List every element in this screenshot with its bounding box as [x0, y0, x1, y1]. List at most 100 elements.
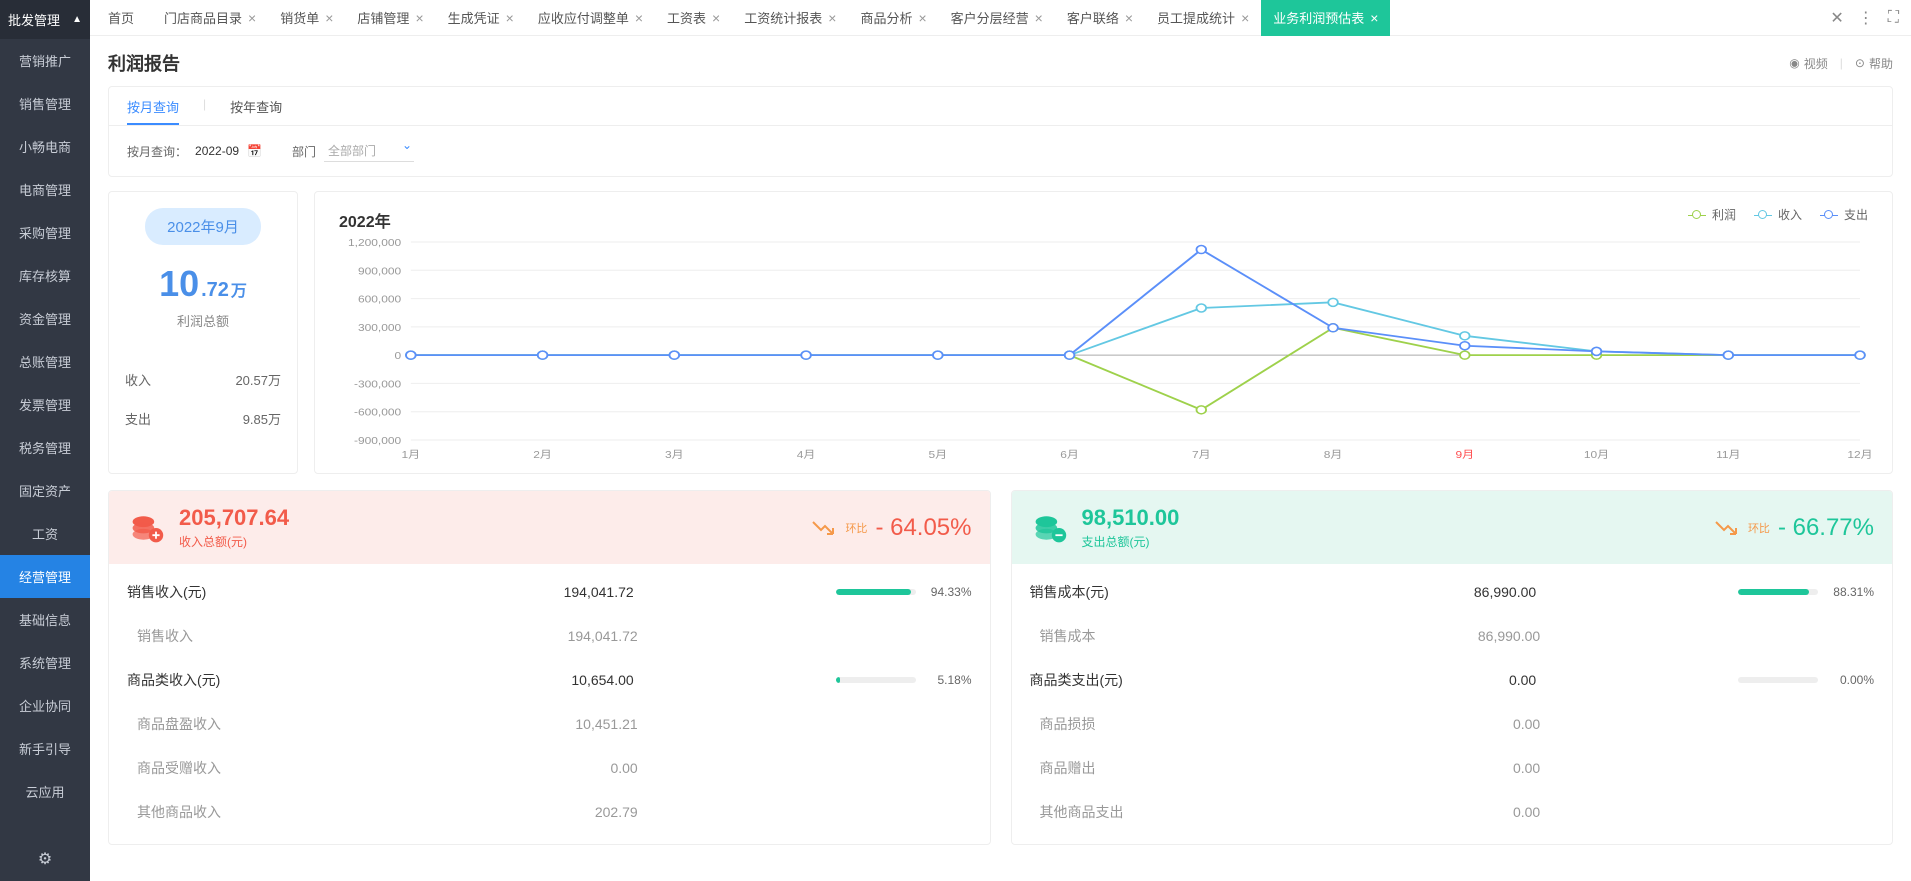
link-video[interactable]: ◉ 视频	[1789, 55, 1828, 72]
summary-row: 收入20.57万	[125, 360, 281, 399]
tab-close-icon[interactable]: ×	[828, 10, 836, 26]
query-month-value[interactable]: 2022-09	[195, 144, 239, 158]
sidebar-item-9[interactable]: 税务管理	[0, 426, 90, 469]
table-row: 商品损损0.00	[1030, 702, 1875, 746]
tab-1[interactable]: 销货单×	[268, 0, 345, 36]
tab-close-icon[interactable]: ×	[1125, 10, 1133, 26]
svg-text:8月: 8月	[1324, 450, 1343, 461]
link-help[interactable]: ⊙ 帮助	[1855, 55, 1893, 72]
chart-title: 2022年	[315, 208, 1872, 232]
table-row: 商品盘盈收入10,451.21	[127, 702, 972, 746]
tab-close-icon[interactable]: ×	[712, 10, 720, 26]
svg-text:11月: 11月	[1716, 450, 1740, 461]
sidebar-item-8[interactable]: 发票管理	[0, 383, 90, 426]
sidebar-item-11[interactable]: 工资	[0, 512, 90, 555]
sidebar-header-label: 批发管理	[8, 10, 60, 29]
summary-row: 支出9.85万	[125, 399, 281, 438]
table-row: 其他商品支出0.00	[1030, 790, 1875, 834]
sidebar-item-12[interactable]: 经营管理	[0, 555, 90, 598]
sidebar-item-7[interactable]: 总账管理	[0, 340, 90, 383]
calendar-icon[interactable]: 📅	[247, 144, 262, 158]
income-total-label: 收入总额(元)	[179, 533, 289, 550]
sidebar-item-17[interactable]: 云应用	[0, 770, 90, 813]
expense-icon	[1030, 508, 1070, 548]
caret-up-icon: ▲	[72, 14, 82, 25]
svg-text:-900,000: -900,000	[354, 436, 401, 447]
query-dept-select[interactable]: 全部部门	[324, 140, 414, 162]
income-trend-label: 环比	[845, 520, 867, 536]
sidebar-item-4[interactable]: 采购管理	[0, 211, 90, 254]
tab-close-icon[interactable]: ×	[918, 10, 926, 26]
tab-6[interactable]: 工资统计报表×	[732, 0, 848, 36]
more-icon[interactable]: ⋮	[1858, 8, 1874, 28]
chart-card: 2022年 利润收入支出 1,200,000900,000600,000300,…	[314, 191, 1893, 474]
expense-total: 98,510.00	[1082, 505, 1180, 531]
svg-text:1月: 1月	[402, 450, 421, 461]
svg-text:-300,000: -300,000	[354, 379, 401, 390]
sidebar-item-6[interactable]: 资金管理	[0, 297, 90, 340]
page-title: 利润报告	[108, 50, 180, 76]
query-tab-month[interactable]: 按月查询	[127, 97, 179, 124]
tab-close-icon[interactable]: ×	[325, 10, 333, 26]
legend-item[interactable]: 收入	[1754, 206, 1802, 223]
table-row: 销售成本86,990.00	[1030, 614, 1875, 658]
sidebar-item-5[interactable]: 库存核算	[0, 254, 90, 297]
sidebar-item-2[interactable]: 小畅电商	[0, 125, 90, 168]
summary-profit-label: 利润总额	[125, 311, 281, 330]
tab-10[interactable]: 员工提成统计×	[1145, 0, 1261, 36]
income-trend-pct: - 64.05%	[875, 514, 971, 542]
sidebar: 批发管理 ▲ 营销推广销售管理小畅电商电商管理采购管理库存核算资金管理总账管理发…	[0, 0, 90, 881]
tab-close-icon[interactable]: ×	[1370, 10, 1378, 26]
expense-trend-label: 环比	[1748, 520, 1770, 536]
table-row: 销售收入194,041.72	[127, 614, 972, 658]
table-row: 商品类支出(元)0.000.00%	[1030, 658, 1875, 702]
tab-close-icon[interactable]: ×	[415, 10, 423, 26]
tabbar: 首页 门店商品目录×销货单×店铺管理×生成凭证×应收应付调整单×工资表×工资统计…	[90, 0, 1911, 36]
query-tab-year[interactable]: 按年查询	[230, 97, 282, 124]
svg-text:5月: 5月	[928, 450, 947, 461]
tab-8[interactable]: 客户分层经营×	[939, 0, 1055, 36]
svg-text:9月: 9月	[1455, 450, 1474, 461]
tab-7[interactable]: 商品分析×	[848, 0, 938, 36]
sidebar-item-16[interactable]: 新手引导	[0, 727, 90, 770]
tab-0[interactable]: 门店商品目录×	[152, 0, 268, 36]
fullscreen-icon[interactable]: ⛶	[1888, 9, 1899, 27]
line-chart: 1,200,000900,000600,000300,0000-300,000-…	[315, 232, 1872, 462]
table-row: 商品赠出0.00	[1030, 746, 1875, 790]
tab-close-icon[interactable]: ×	[248, 10, 256, 26]
tab-3[interactable]: 生成凭证×	[436, 0, 526, 36]
expense-panel: 98,510.00 支出总额(元) 环比 - 66.77% 销售成本	[1011, 490, 1894, 845]
tab-2[interactable]: 店铺管理×	[345, 0, 435, 36]
svg-text:600,000: 600,000	[358, 294, 401, 305]
legend-item[interactable]: 支出	[1820, 206, 1868, 223]
svg-text:7月: 7月	[1192, 450, 1211, 461]
sidebar-header[interactable]: 批发管理 ▲	[0, 0, 90, 39]
sidebar-item-1[interactable]: 销售管理	[0, 82, 90, 125]
tab-close-icon[interactable]: ×	[1035, 10, 1043, 26]
svg-text:10月: 10月	[1584, 450, 1609, 461]
close-all-tabs-icon[interactable]: ✕	[1830, 8, 1843, 28]
sidebar-item-14[interactable]: 系统管理	[0, 641, 90, 684]
sidebar-item-10[interactable]: 固定资产	[0, 469, 90, 512]
sidebar-item-3[interactable]: 电商管理	[0, 168, 90, 211]
expense-total-label: 支出总额(元)	[1082, 533, 1180, 550]
svg-text:2月: 2月	[533, 450, 552, 461]
income-panel: 205,707.64 收入总额(元) 环比 - 64.05% 销售收	[108, 490, 991, 845]
tab-5[interactable]: 工资表×	[655, 0, 732, 36]
settings-icon[interactable]: ⚙	[0, 837, 90, 881]
svg-text:900,000: 900,000	[358, 266, 401, 277]
tab-home[interactable]: 首页	[90, 0, 152, 36]
svg-text:1,200,000: 1,200,000	[348, 238, 401, 249]
sidebar-item-0[interactable]: 营销推广	[0, 39, 90, 82]
tab-close-icon[interactable]: ×	[1241, 10, 1249, 26]
sidebar-item-13[interactable]: 基础信息	[0, 598, 90, 641]
legend-item[interactable]: 利润	[1688, 206, 1736, 223]
sidebar-item-15[interactable]: 企业协同	[0, 684, 90, 727]
tab-4[interactable]: 应收应付调整单×	[526, 0, 655, 36]
tab-close-icon[interactable]: ×	[506, 10, 514, 26]
tab-close-icon[interactable]: ×	[635, 10, 643, 26]
tab-9[interactable]: 客户联络×	[1055, 0, 1145, 36]
sidebar-items: 营销推广销售管理小畅电商电商管理采购管理库存核算资金管理总账管理发票管理税务管理…	[0, 39, 90, 837]
tab-11[interactable]: 业务利润预估表×	[1261, 0, 1390, 36]
query-month-label: 按月查询：	[127, 143, 187, 160]
